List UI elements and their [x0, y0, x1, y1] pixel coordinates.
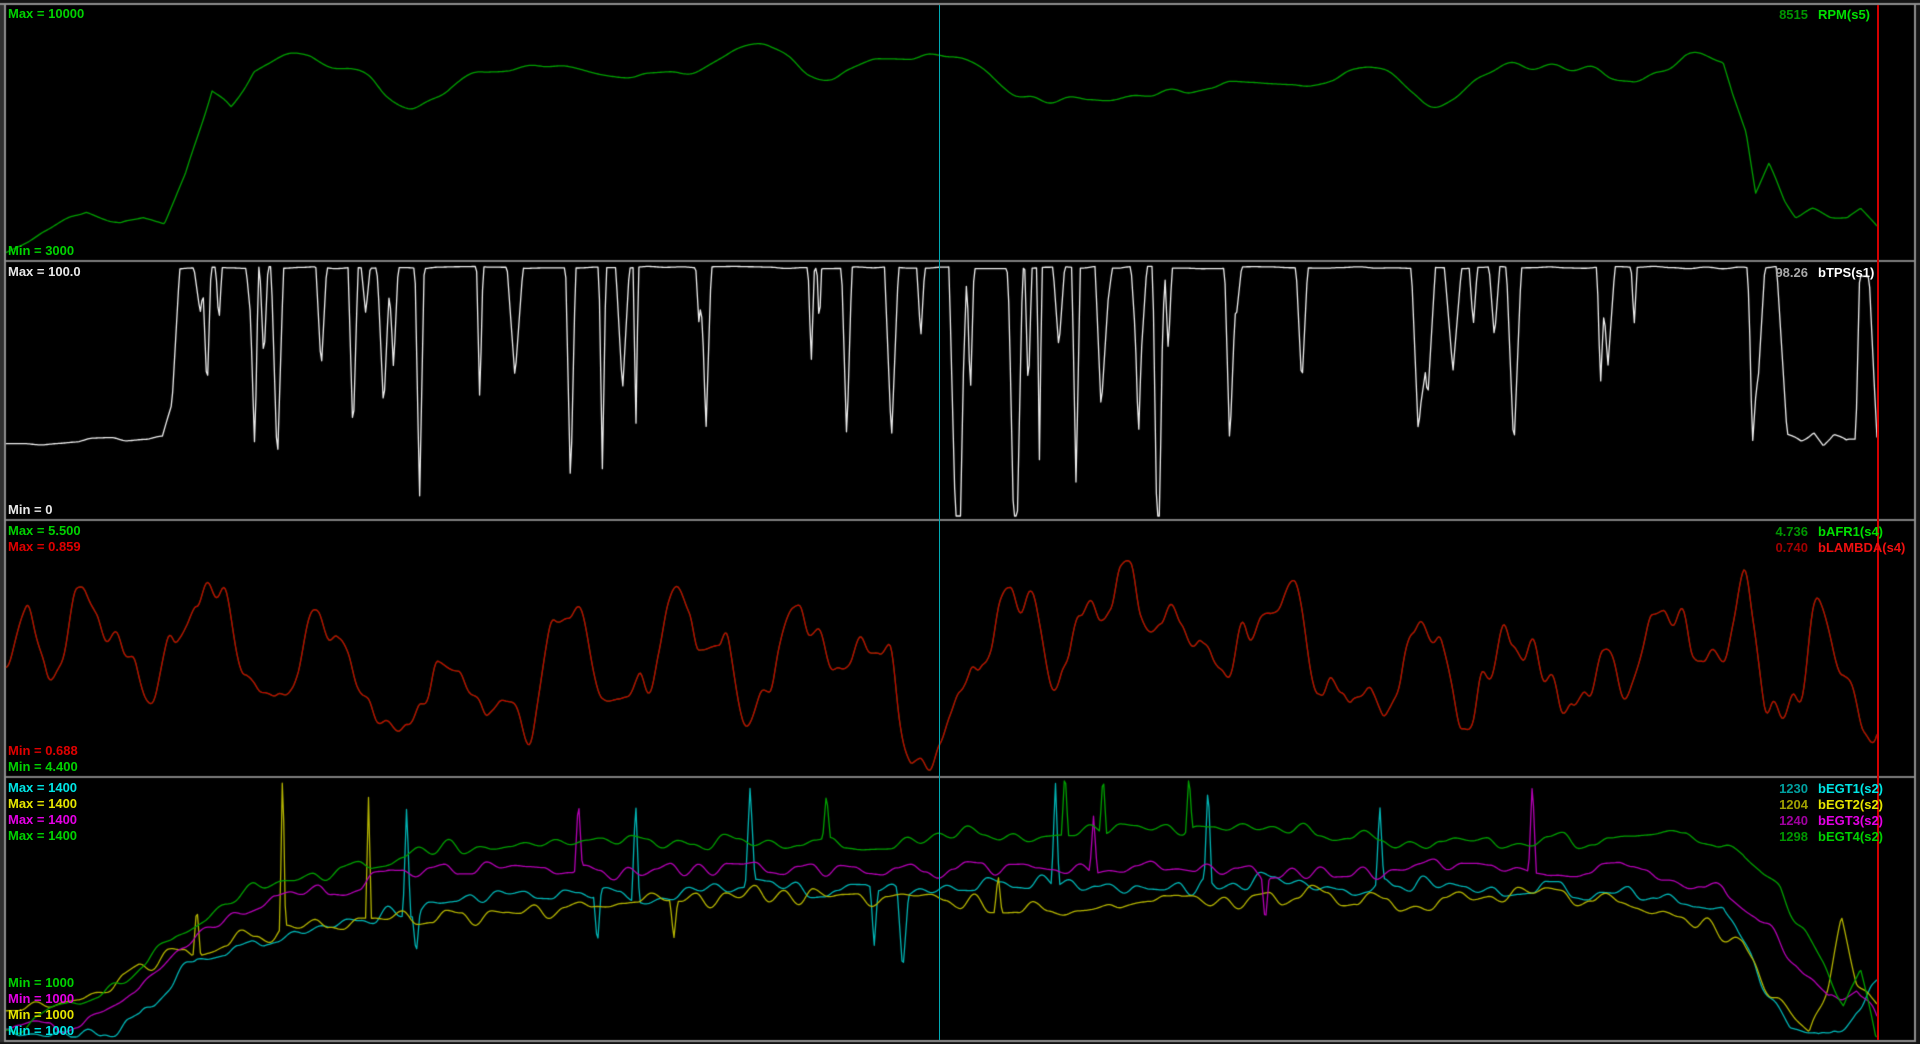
data-end-marker-line: [1877, 5, 1879, 1040]
graph-cursor-line[interactable]: [939, 5, 940, 1040]
